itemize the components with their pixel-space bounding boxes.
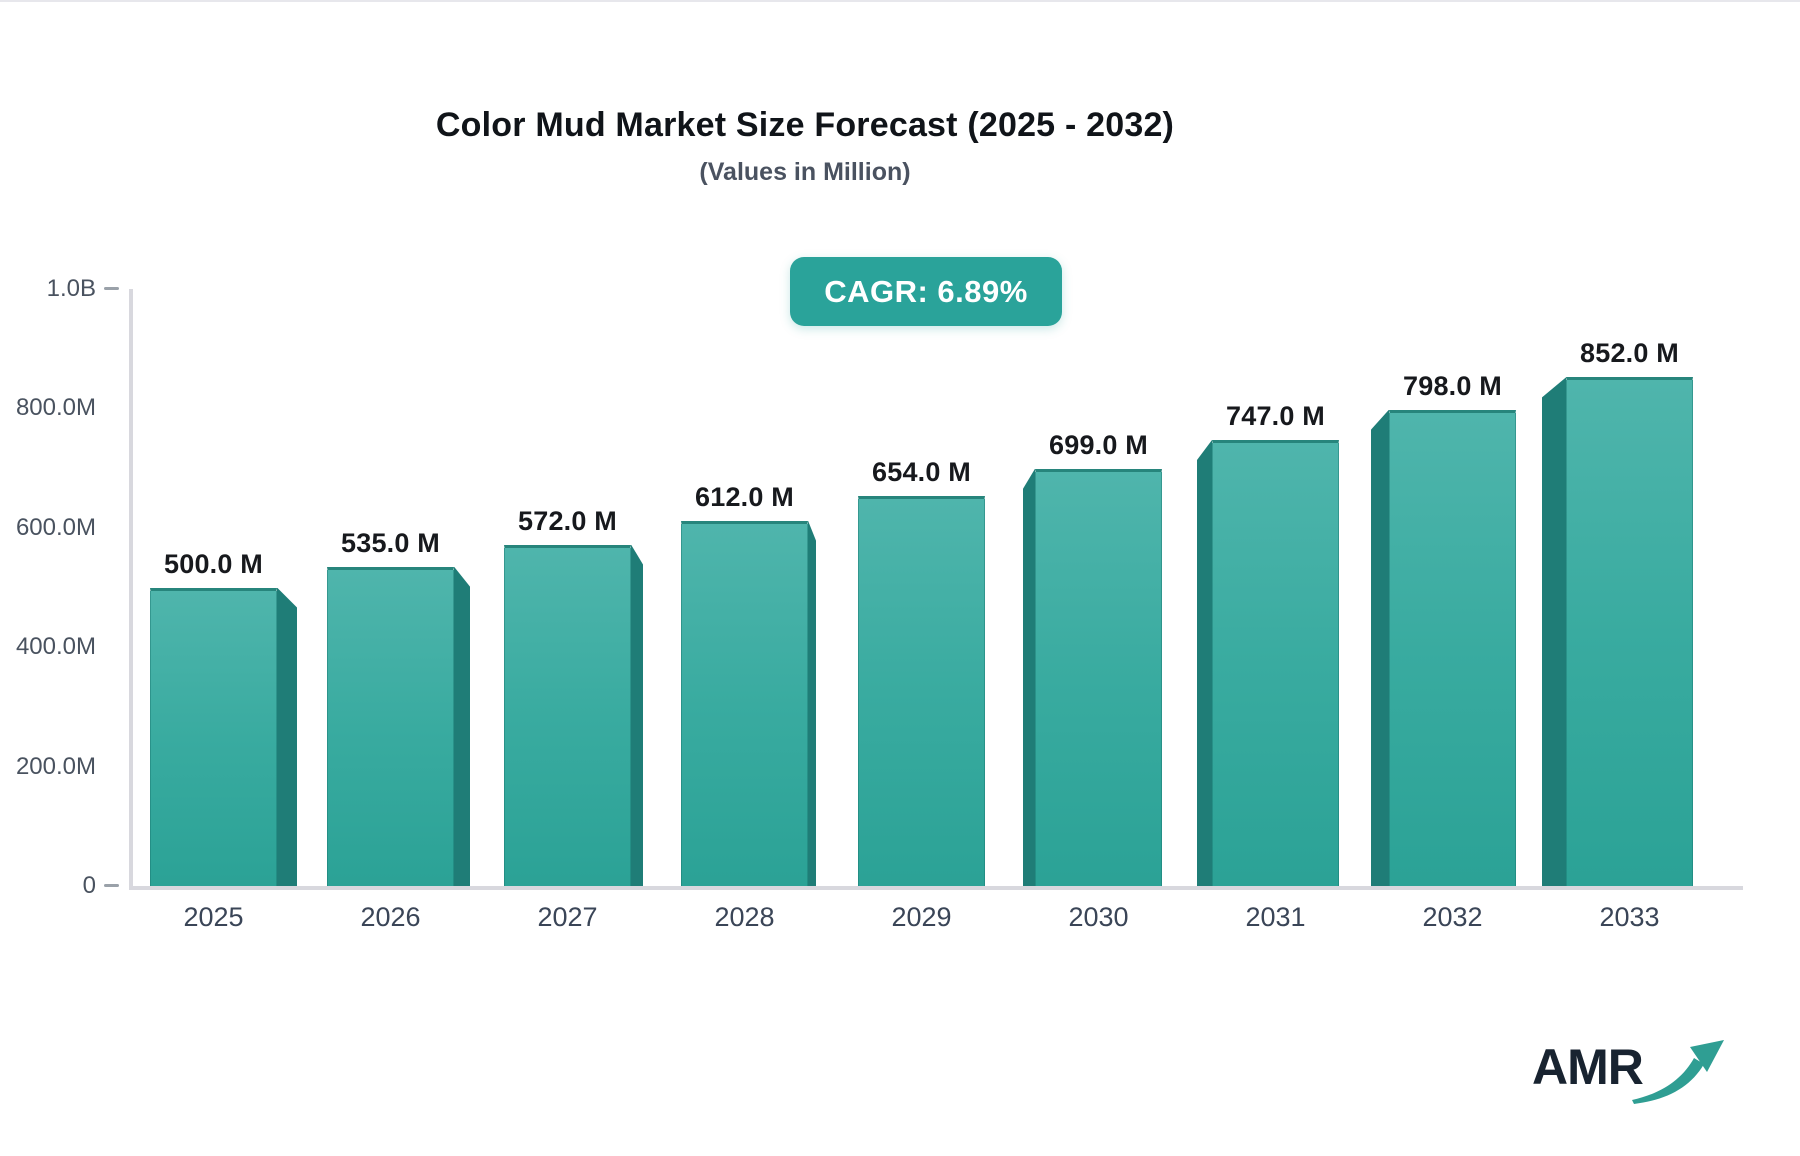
x-axis-label-2027: 2027: [537, 902, 598, 932]
chart-subtitle: (Values in Million): [699, 158, 911, 186]
x-axis-label-2030: 2030: [1068, 902, 1129, 932]
bar-side-2028: [808, 520, 816, 886]
bar-value-2029: 654.0 M: [872, 456, 971, 487]
y-axis-label: 600.0M: [15, 513, 96, 541]
bar-side-2033: [1542, 377, 1566, 886]
x-axis-line: [129, 886, 1743, 890]
bar-value-2031: 747.0 M: [1226, 401, 1325, 432]
bar-value-2030: 699.0 M: [1049, 429, 1148, 460]
amr-logo-text: AMR: [1532, 1039, 1644, 1095]
growth-arrow-icon: [1632, 1040, 1724, 1104]
cagr-badge: CAGR: 6.89%: [790, 257, 1062, 326]
bar-2026: [327, 566, 454, 886]
amr-logo: AMR: [1532, 1038, 1724, 1118]
bar-side-2032: [1371, 409, 1389, 886]
x-axis-label-2025: 2025: [183, 902, 244, 932]
x-axis-label-2029: 2029: [891, 902, 952, 932]
x-axis-label-2026: 2026: [360, 902, 421, 932]
bar-value-2028: 612.0 M: [695, 481, 794, 512]
bar-side-2031: [1197, 440, 1212, 886]
top-divider: [0, 0, 1800, 2]
bar-2030: [1035, 468, 1162, 886]
bar-2028: [681, 520, 808, 886]
y-axis-label: 0: [82, 872, 96, 899]
bar-side-2025: [277, 587, 297, 886]
x-axis-label-2033: 2033: [1599, 902, 1660, 932]
x-axis-label-2032: 2032: [1422, 902, 1483, 932]
y-axis-label: 400.0M: [15, 633, 96, 661]
y-axis-label: 200.0M: [15, 752, 96, 780]
bar-value-2026: 535.0 M: [341, 527, 440, 558]
bar-value-2025: 500.0 M: [164, 548, 263, 579]
chart-title: Color Mud Market Size Forecast (2025 - 2…: [435, 106, 1175, 144]
y-axis-label: 800.0M: [15, 394, 96, 422]
bar-2025: [150, 587, 277, 886]
x-axis-label-2028: 2028: [714, 902, 775, 932]
y-axis-line: [129, 289, 133, 886]
x-axis-label-2031: 2031: [1245, 902, 1306, 932]
bar-2029: [858, 495, 985, 886]
y-axis-tick: [104, 884, 119, 887]
bar-2031: [1212, 440, 1339, 886]
bar-side-2027: [631, 544, 643, 886]
bar-value-2033: 852.0 M: [1580, 338, 1679, 369]
bar-side-2030: [1023, 468, 1035, 886]
bar-2033: [1566, 377, 1693, 886]
bar-value-2027: 572.0 M: [518, 505, 617, 536]
y-axis-tick: [104, 287, 119, 290]
y-axis-label: 1.0B: [46, 275, 96, 302]
bar-2032: [1389, 409, 1516, 886]
bar-value-2032: 798.0 M: [1403, 370, 1502, 401]
bar-2027: [504, 544, 631, 886]
bar-side-2026: [454, 566, 470, 886]
